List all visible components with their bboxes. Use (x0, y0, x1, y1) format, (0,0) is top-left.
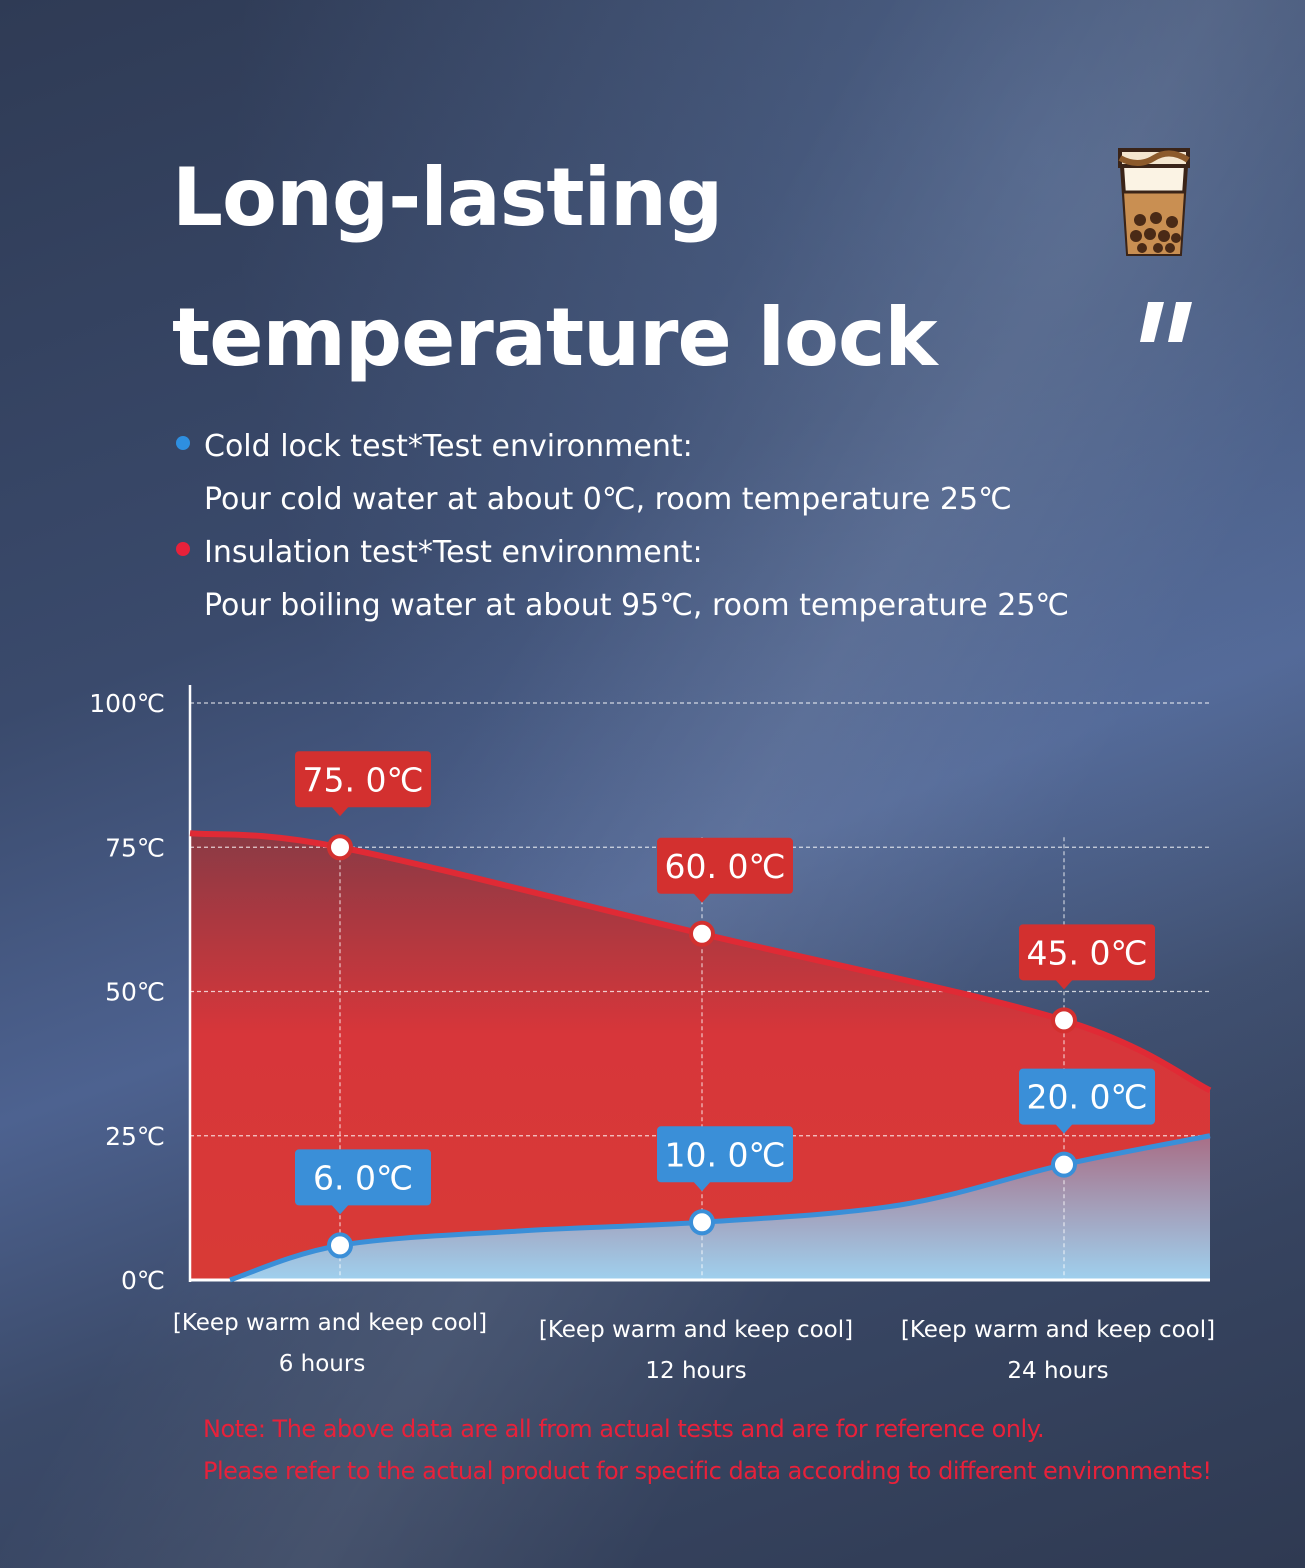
title-line-1: Long-lasting (172, 151, 723, 244)
hot-data-label-box (657, 837, 793, 894)
hot-data-label-text: 75. 0℃ (302, 760, 423, 799)
legend-dot-hot (176, 542, 190, 556)
legend-item-cold: Cold lock test*Test environment: (174, 420, 1069, 473)
cold-data-point (1051, 1151, 1077, 1178)
note: Note: The above data are all from actual… (203, 1408, 1212, 1492)
note-line-1: Note: The above data are all from actual… (203, 1415, 1045, 1443)
legend-label-cold: Cold lock test*Test environment: (204, 429, 693, 464)
y-tick-label: 25℃ (105, 1122, 165, 1151)
cold-data-point (689, 1209, 715, 1236)
y-tick-label: 75℃ (105, 833, 165, 862)
y-tick-label: 50℃ (105, 978, 165, 1007)
cold-data-label-text: 20. 0℃ (1026, 1078, 1147, 1117)
temperature-chart: 100℃ 75℃ 50℃ 25℃ 0℃ 75. 0℃ 60. 0℃ 45. 0℃ 6. 0℃ 10… (0, 670, 1305, 1390)
hot-data-label-box (295, 751, 431, 808)
hot-data-label-pointer (1055, 979, 1073, 990)
hot-data-label: 60. 0℃ (657, 837, 793, 903)
hot-data-label-box (1019, 924, 1155, 981)
chart-svg: 100℃ 75℃ 50℃ 25℃ 0℃ 75. 0℃ 60. 0℃ 45. 0℃ 6. 0℃ 10… (89, 685, 1215, 1384)
hot-data-point (1051, 1007, 1077, 1034)
cold-data-label-text: 10. 0℃ (664, 1135, 785, 1174)
hot-data-point (327, 834, 353, 861)
hot-data-point (689, 920, 715, 947)
cold-data-label: 20. 0℃ (1019, 1068, 1155, 1134)
x-tick-label: [Keep warm and keep cool] (901, 1317, 1215, 1343)
x-tick-label: [Keep warm and keep cool] (539, 1317, 853, 1343)
y-tick-label: 0℃ (121, 1266, 165, 1295)
legend-detail-hot: Pour boiling water at about 95℃, room te… (204, 588, 1070, 623)
cold-area (230, 1135, 1210, 1280)
hot-data-label: 45. 0℃ (1019, 924, 1155, 990)
cold-data-label-box (1019, 1068, 1155, 1125)
cold-data-label-pointer (693, 1181, 711, 1192)
note-line-2: Please refer to the actual product for s… (203, 1457, 1212, 1485)
hot-data-label-text: 60. 0℃ (664, 847, 785, 886)
hot-data-label-pointer (693, 892, 711, 903)
cold-data-label: 6. 0℃ (295, 1149, 431, 1215)
hot-data-label-text: 45. 0℃ (1026, 933, 1147, 972)
legend: Cold lock test*Test environment: Pour co… (174, 420, 1069, 632)
x-tick-label: 12 hours (645, 1358, 746, 1384)
cold-data-label-box (295, 1149, 431, 1206)
x-tick-label: [Keep warm and keep cool] (173, 1310, 487, 1336)
page-title: Long-lasting temperature lock (172, 128, 938, 408)
cold-data-label-text: 6. 0℃ (313, 1158, 413, 1197)
cold-data-point (327, 1232, 353, 1259)
x-tick-label: 24 hours (1007, 1358, 1108, 1384)
legend-dot-cold (176, 436, 190, 450)
title-line-2: temperature lock (172, 291, 938, 384)
hot-data-label-pointer (331, 806, 349, 817)
cold-data-label-pointer (1055, 1123, 1073, 1134)
cold-data-label: 10. 0℃ (657, 1126, 793, 1192)
cold-data-label-pointer (331, 1204, 349, 1215)
legend-item-hot: Insulation test*Test environment: (174, 526, 1069, 579)
cold-data-label-box (657, 1126, 793, 1183)
quote-mark-icon (1140, 302, 1192, 342)
bubble-tea-cup-icon (1118, 148, 1190, 256)
legend-detail-cold: Pour cold water at about 0℃, room temper… (204, 482, 1012, 517)
x-tick-label: 6 hours (279, 1351, 366, 1377)
hot-area (190, 833, 1210, 1280)
legend-label-hot: Insulation test*Test environment: (204, 535, 703, 570)
y-tick-label: 100℃ (89, 689, 165, 718)
hot-data-label: 75. 0℃ (295, 751, 431, 817)
